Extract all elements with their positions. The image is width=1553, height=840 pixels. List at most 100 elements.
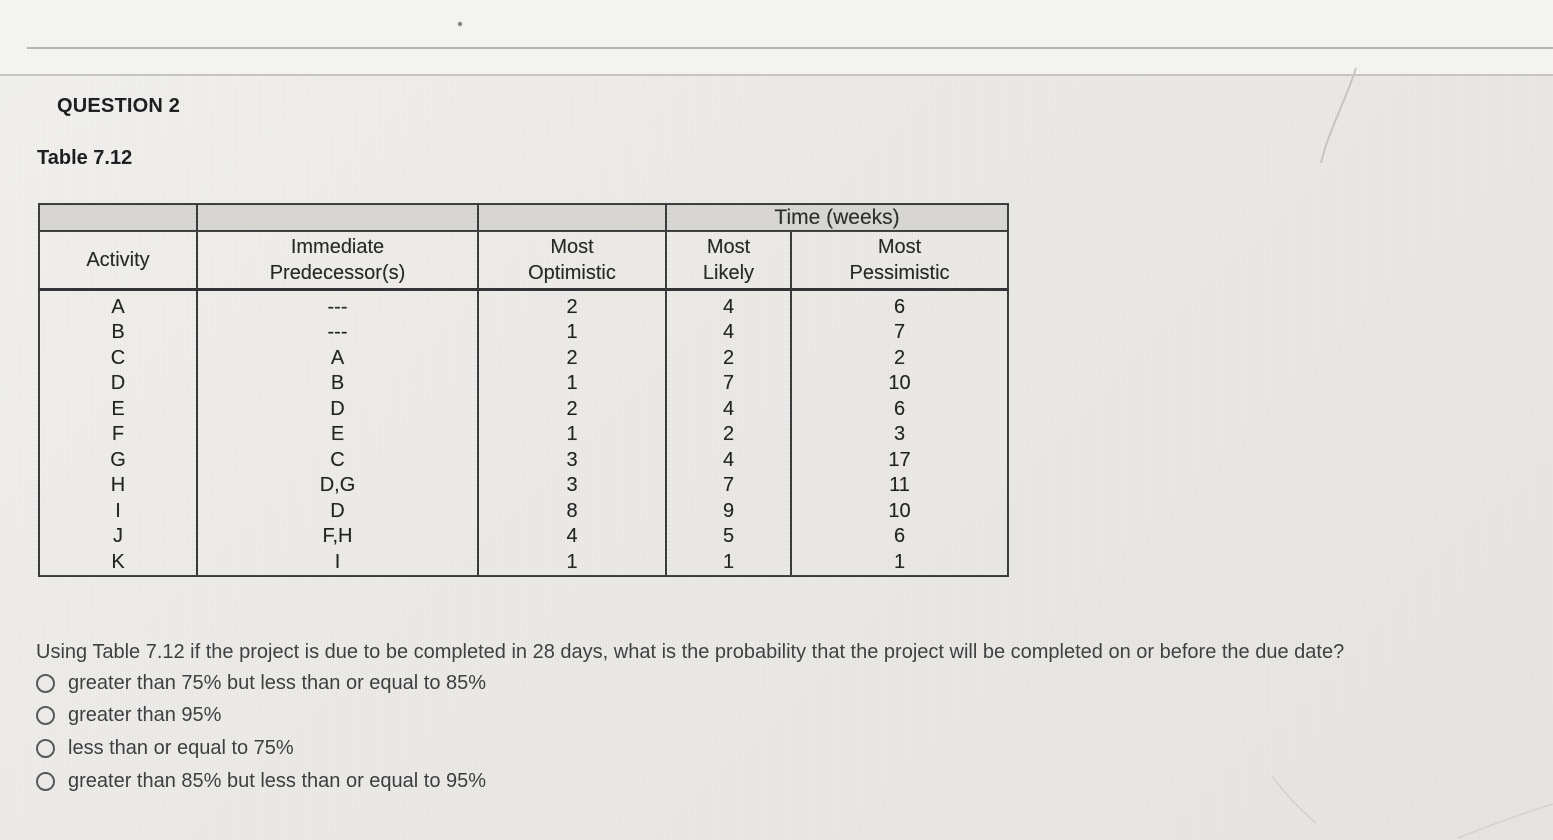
table-cell: 9 xyxy=(665,498,792,524)
table-row: A --- 2 4 6 xyxy=(38,289,1010,320)
table-cell: E xyxy=(38,396,198,422)
table-caption: Table 7.12 xyxy=(37,147,133,169)
column-header-most-likely: Most Likely xyxy=(665,231,792,291)
column-header-line: Optimistic xyxy=(528,261,616,284)
table-row: G C 3 4 17 xyxy=(38,447,1010,473)
answer-option-label[interactable]: greater than 85% but less than or equal … xyxy=(68,769,487,792)
table-cell: B xyxy=(196,371,479,397)
table-row: I D 8 9 10 xyxy=(38,498,1010,524)
table-cell: 5 xyxy=(665,524,792,550)
table-cell: --- xyxy=(196,320,479,346)
column-header-most-pessimistic: Most Pessimistic xyxy=(789,231,1010,291)
answer-option-label[interactable]: greater than 75% but less than or equal … xyxy=(68,671,487,694)
table-cell: 4 xyxy=(665,289,792,320)
table-cell: 2 xyxy=(665,422,792,448)
table-cell: 2 xyxy=(477,345,667,371)
table-row: B --- 1 4 7 xyxy=(38,320,1010,346)
table-cell: 2 xyxy=(789,345,1010,371)
table-cell: F,H xyxy=(196,524,479,550)
column-header-predecessor: Immediate Predecessor(s) xyxy=(196,231,479,291)
table-cell: 8 xyxy=(477,498,667,524)
column-header-line: Most xyxy=(877,235,922,258)
table-cell: 10 xyxy=(789,371,1010,397)
table-cell: 1 xyxy=(789,549,1010,576)
table-cell: 4 xyxy=(477,524,667,550)
table-cell: E xyxy=(196,422,479,448)
table-cell: 11 xyxy=(789,473,1010,499)
table-cell: H xyxy=(38,473,198,499)
table-cell: 1 xyxy=(477,422,667,448)
column-header-line: Predecessor(s) xyxy=(269,261,406,284)
table-cell: 1 xyxy=(665,549,792,576)
table-row: D B 1 7 10 xyxy=(38,371,1010,397)
table-cell: 3 xyxy=(789,422,1010,448)
question-block: Using Table 7.12 if the project is due t… xyxy=(36,641,1536,797)
table-cell: 4 xyxy=(665,320,792,346)
table-cell: 17 xyxy=(789,447,1010,473)
table-cell: 4 xyxy=(665,447,792,473)
table-cell: K xyxy=(38,549,198,576)
table-cell: 10 xyxy=(789,498,1010,524)
table-cell: 6 xyxy=(789,396,1010,422)
answer-option-2[interactable]: greater than 95% xyxy=(36,700,1536,733)
table-cell: 7 xyxy=(789,320,1010,346)
table-cell: D xyxy=(38,371,198,397)
radio-button[interactable] xyxy=(36,673,55,693)
answer-option-1[interactable]: greater than 75% but less than or equal … xyxy=(36,667,1536,700)
band-cell xyxy=(196,204,479,232)
table-cell: 1 xyxy=(477,320,667,346)
radio-button[interactable] xyxy=(36,771,55,791)
answer-option-label[interactable]: greater than 95% xyxy=(68,704,222,727)
page-top-area xyxy=(0,0,1553,76)
table-cell: 6 xyxy=(789,289,1010,320)
table-cell: 6 xyxy=(789,524,1010,550)
table-cell: I xyxy=(38,498,198,524)
column-header-line: Pessimistic xyxy=(849,261,950,284)
time-weeks-header-cell: Time (weeks) xyxy=(664,204,1010,232)
column-header-line: Most xyxy=(706,235,751,258)
table-row: J F,H 4 5 6 xyxy=(38,524,1010,550)
table-cell: 3 xyxy=(477,447,667,473)
table-cell: 7 xyxy=(665,473,792,499)
answer-option-4[interactable]: greater than 85% but less than or equal … xyxy=(36,765,1536,798)
answer-option-label[interactable]: less than or equal to 75% xyxy=(68,736,294,759)
table-cell: 1 xyxy=(477,371,667,397)
table-cell: 7 xyxy=(665,371,792,397)
table-cell: A xyxy=(38,289,198,320)
table-cell: I xyxy=(196,549,479,576)
table-cell: B xyxy=(38,320,198,346)
column-header-line: Activity xyxy=(86,248,150,271)
table-cell: 2 xyxy=(665,345,792,371)
radio-button[interactable] xyxy=(36,738,55,758)
band-cell xyxy=(38,204,198,232)
table-cell: D xyxy=(196,498,479,524)
table-cell: D xyxy=(196,396,479,422)
column-header-activity: Activity xyxy=(38,231,198,291)
column-header-most-optimistic: Most Optimistic xyxy=(477,231,667,291)
table-row: H D,G 3 7 11 xyxy=(38,473,1010,499)
table-cell: C xyxy=(196,447,479,473)
column-header-line: Likely xyxy=(702,261,755,284)
question-heading: QUESTION 2 xyxy=(57,95,181,117)
table-cell: 2 xyxy=(477,396,667,422)
answer-options: greater than 75% but less than or equal … xyxy=(36,667,1536,797)
column-header-line: Immediate xyxy=(290,235,385,258)
table-cell: 4 xyxy=(665,396,792,422)
answer-option-3[interactable]: less than or equal to 75% xyxy=(36,732,1536,765)
table-cell: A xyxy=(196,345,479,371)
table-cell: 2 xyxy=(477,289,667,320)
column-header-line: Most xyxy=(550,235,594,258)
question-text: Using Table 7.12 if the project is due t… xyxy=(36,641,1345,663)
table-cell: J xyxy=(38,524,198,550)
activity-table: Time (weeks) Activity Immediate Predeces… xyxy=(38,203,1010,577)
table-cell: D,G xyxy=(196,473,479,499)
table-cell: 1 xyxy=(477,549,667,576)
radio-button[interactable] xyxy=(36,706,55,726)
table-cell: C xyxy=(38,345,198,371)
table-header-row: Activity Immediate Predecessor(s) Most O… xyxy=(38,231,1010,291)
table-band-row: Time (weeks) xyxy=(38,204,1010,232)
band-cell xyxy=(477,204,667,232)
